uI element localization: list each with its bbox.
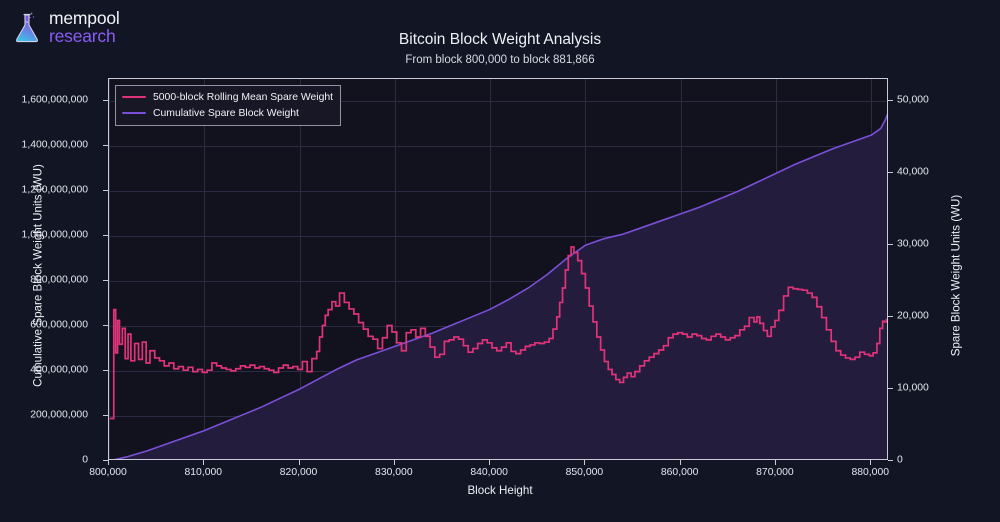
- x-axis-tick: [203, 460, 205, 465]
- gridline-horizontal: [109, 281, 887, 283]
- gridline-horizontal: [109, 146, 887, 148]
- x-axis-tick: [489, 460, 491, 465]
- legend: 5000-block Rolling Mean Spare Weight Cum…: [115, 85, 342, 126]
- gridline-vertical: [204, 79, 206, 459]
- cumulative-spare-block-weight-line: [114, 113, 887, 459]
- x-axis-tick: [679, 460, 681, 465]
- y-axis-right-tick: [888, 387, 893, 389]
- y-axis-left-tick: [103, 235, 108, 237]
- y-axis-left-tick-label: 0: [82, 454, 88, 466]
- plot-inner: [109, 79, 887, 459]
- gridline-vertical: [109, 79, 110, 459]
- x-axis-tick: [393, 460, 395, 465]
- rolling-mean-spare-weight-line: [109, 246, 887, 420]
- gridline-horizontal: [109, 236, 887, 238]
- y-axis-right-tick: [888, 315, 893, 317]
- y-axis-right-tick: [888, 171, 893, 173]
- x-axis-tick: [108, 460, 109, 465]
- y-axis-left-tick-label: 1,200,000,000: [21, 184, 88, 196]
- gridline-horizontal: [109, 191, 887, 193]
- legend-swatch-pink: [122, 96, 146, 98]
- brand-subtitle: research: [49, 26, 116, 46]
- y-axis-left-tick-label: 800,000,000: [30, 274, 88, 286]
- plot-area: 5000-block Rolling Mean Spare Weight Cum…: [108, 78, 888, 460]
- y-axis-left-tick-label: 400,000,000: [30, 364, 88, 376]
- x-axis-tick: [870, 460, 872, 465]
- brand-logo: mempool research: [14, 8, 120, 46]
- y-axis-right-tick-label: 0: [897, 454, 903, 466]
- y-axis-right-title: Spare Block Weight Units (WU): [949, 194, 963, 357]
- y-axis-right-tick-label: 40,000: [897, 166, 929, 178]
- y-axis-left-tick: [103, 190, 108, 192]
- legend-swatch-purple: [122, 112, 146, 114]
- page-subtitle: From block 800,000 to block 881,866: [405, 54, 595, 66]
- y-axis-right-tick-label: 30,000: [897, 238, 929, 250]
- y-axis-left-tick-label: 200,000,000: [30, 409, 88, 421]
- y-axis-right-tick: [888, 460, 893, 461]
- x-axis-tick-label: 850,000: [565, 467, 604, 478]
- x-axis-tick-label: 800,000: [89, 467, 127, 478]
- y-axis-left-tick-label: 1,600,000,000: [21, 94, 88, 106]
- y-axis-left-tick: [103, 415, 108, 417]
- gridline-vertical: [394, 79, 396, 459]
- brand-name: mempool: [49, 8, 120, 29]
- x-axis-tick: [584, 460, 586, 465]
- legend-item-rolling-mean: 5000-block Rolling Mean Spare Weight: [122, 90, 333, 104]
- flask-icon: [15, 12, 39, 43]
- y-axis-left-tick: [103, 280, 108, 282]
- y-axis-left-tick: [103, 460, 108, 461]
- x-axis-title: Block Height: [467, 484, 533, 497]
- x-axis-tick-label: 860,000: [660, 467, 699, 478]
- series-layer: [109, 113, 887, 459]
- y-axis-right-tick: [888, 99, 893, 101]
- y-axis-left-tick-label: 1,400,000,000: [21, 139, 88, 151]
- y-axis-right-tick-label: 10,000: [897, 382, 929, 394]
- gridline-horizontal: [109, 101, 887, 103]
- x-axis-tick: [774, 460, 776, 465]
- y-axis-left-tick-label: 1,000,000,000: [21, 229, 88, 241]
- gridline-vertical: [299, 79, 301, 459]
- brand-text: mempool research: [49, 8, 120, 46]
- legend-item-cumulative: Cumulative Spare Block Weight: [122, 106, 333, 120]
- page-title: Bitcoin Block Weight Analysis: [398, 31, 602, 48]
- y-axis-left-tick: [103, 145, 108, 147]
- x-axis-tick-label: 870,000: [756, 467, 794, 478]
- x-axis-tick-label: 840,000: [470, 467, 508, 478]
- x-axis-tick-label: 820,000: [279, 467, 318, 478]
- legend-label-rolling-mean: 5000-block Rolling Mean Spare Weight: [153, 91, 334, 103]
- cumulative-area-fill: [117, 115, 887, 459]
- y-axis-right-tick: [888, 243, 893, 245]
- y-axis-right-tick-label: 20,000: [897, 310, 929, 322]
- y-axis-left-tick-label: 600,000,000: [30, 319, 88, 331]
- x-axis-tick: [298, 460, 300, 465]
- y-axis-left-tick: [103, 100, 108, 102]
- y-axis-right-tick-label: 50,000: [897, 94, 929, 106]
- legend-label-cumulative: Cumulative Spare Block Weight: [153, 107, 299, 119]
- x-axis-tick-label: 830,000: [375, 467, 413, 478]
- x-axis-tick-label: 880,000: [851, 467, 889, 478]
- y-axis-left-tick: [103, 325, 108, 327]
- y-axis-left-tick: [103, 370, 108, 372]
- x-axis-tick-label: 810,000: [184, 467, 223, 478]
- gridline-vertical: [490, 79, 492, 459]
